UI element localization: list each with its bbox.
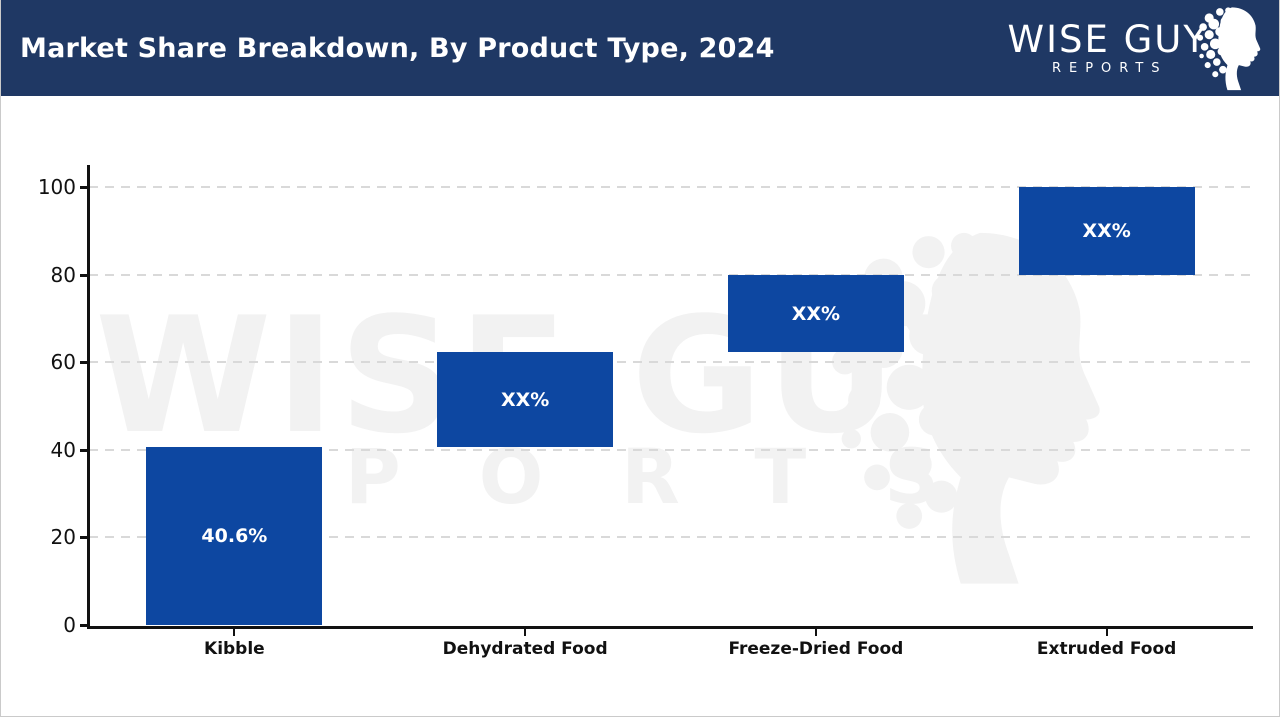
page-title: Market Share Breakdown, By Product Type,… (20, 32, 775, 64)
bar-value-label: XX% (500, 388, 550, 411)
bar-dehydrated-food: XX% (437, 352, 614, 448)
y-tick-label-40: 40 (50, 437, 76, 462)
x-category-label: Kibble (204, 639, 265, 659)
x-tick-0 (233, 629, 236, 636)
gridline-20 (89, 536, 1252, 539)
x-category-label: Freeze-Dried Food (728, 639, 904, 659)
gridline-60 (89, 361, 1252, 364)
y-tick-40 (80, 448, 89, 452)
x-tick-2 (814, 629, 817, 636)
bar-freeze-dried-food: XX% (727, 275, 904, 353)
x-category-label: Extruded Food (1036, 639, 1177, 659)
x-axis-line (87, 626, 1253, 629)
gridline-100 (89, 186, 1252, 188)
bar-extruded-food: XX% (1018, 187, 1195, 276)
y-tick-label-80: 80 (50, 262, 76, 287)
bar-value-label: 40.6% (201, 525, 268, 548)
chart-area: WISE GUY PORTS 0 20 40 60 80 100 40.6% Kibble XX… (0, 96, 1280, 720)
y-tick-0 (80, 624, 89, 627)
y-tick-label-0: 0 (63, 613, 76, 637)
logo-text: WISE GUY REPORTS (1008, 21, 1208, 76)
y-tick-80 (80, 273, 89, 277)
y-axis-line (87, 165, 90, 629)
logo-subtext: REPORTS (1051, 60, 1168, 76)
y-tick-20 (80, 536, 89, 540)
gridline-80 (89, 273, 1252, 276)
x-tick-3 (1105, 629, 1108, 636)
header-banner: Market Share Breakdown, By Product Type,… (0, 0, 1280, 96)
y-tick-label-20: 20 (50, 525, 76, 550)
y-tick-label-100: 100 (37, 175, 76, 199)
x-tick-1 (524, 629, 527, 636)
y-tick-60 (80, 361, 89, 365)
logo-wordmark: WISE GUY (1007, 17, 1208, 61)
y-tick-label-60: 60 (50, 350, 76, 375)
x-category-label: Dehydrated Food (442, 639, 608, 659)
bar-value-label: XX% (1082, 220, 1131, 243)
wiseguy-logo: WISE GUY REPORTS (1008, 4, 1280, 92)
bar-value-label: XX% (791, 302, 841, 325)
bar-kibble: 40.6% (146, 447, 323, 625)
y-tick-100 (80, 186, 89, 189)
gridline-40 (89, 448, 1252, 451)
